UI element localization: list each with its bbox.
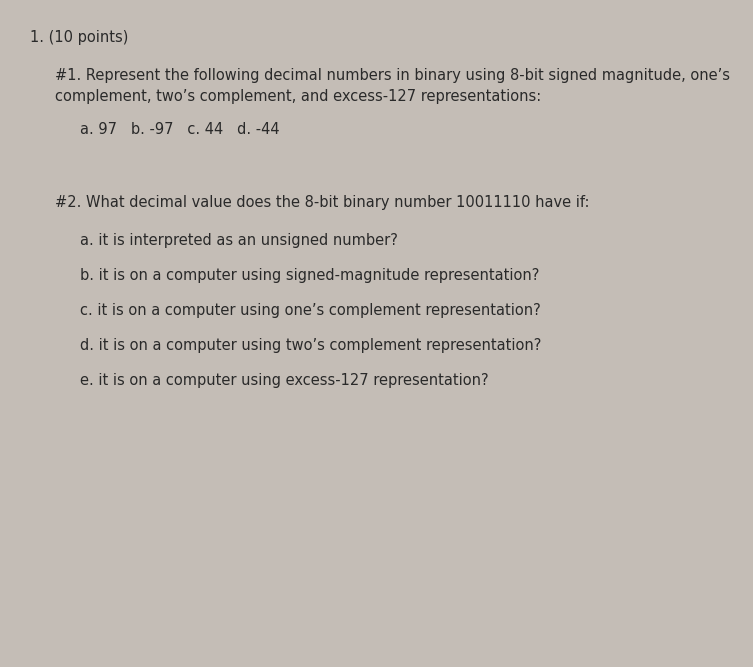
Text: e. it is on a computer using excess-127 representation?: e. it is on a computer using excess-127 … xyxy=(80,373,489,388)
Text: 1. (10 points): 1. (10 points) xyxy=(30,30,128,45)
Text: #1. Represent the following decimal numbers in binary using 8-bit signed magnitu: #1. Represent the following decimal numb… xyxy=(55,68,730,104)
Text: #2. What decimal value does the 8-bit binary number 10011110 have if:: #2. What decimal value does the 8-bit bi… xyxy=(55,195,590,210)
Text: b. it is on a computer using signed-magnitude representation?: b. it is on a computer using signed-magn… xyxy=(80,268,539,283)
Text: c. it is on a computer using one’s complement representation?: c. it is on a computer using one’s compl… xyxy=(80,303,541,318)
Text: a. 97   b. -97   c. 44   d. -44: a. 97 b. -97 c. 44 d. -44 xyxy=(80,122,279,137)
Text: d. it is on a computer using two’s complement representation?: d. it is on a computer using two’s compl… xyxy=(80,338,541,353)
Text: a. it is interpreted as an unsigned number?: a. it is interpreted as an unsigned numb… xyxy=(80,233,398,248)
